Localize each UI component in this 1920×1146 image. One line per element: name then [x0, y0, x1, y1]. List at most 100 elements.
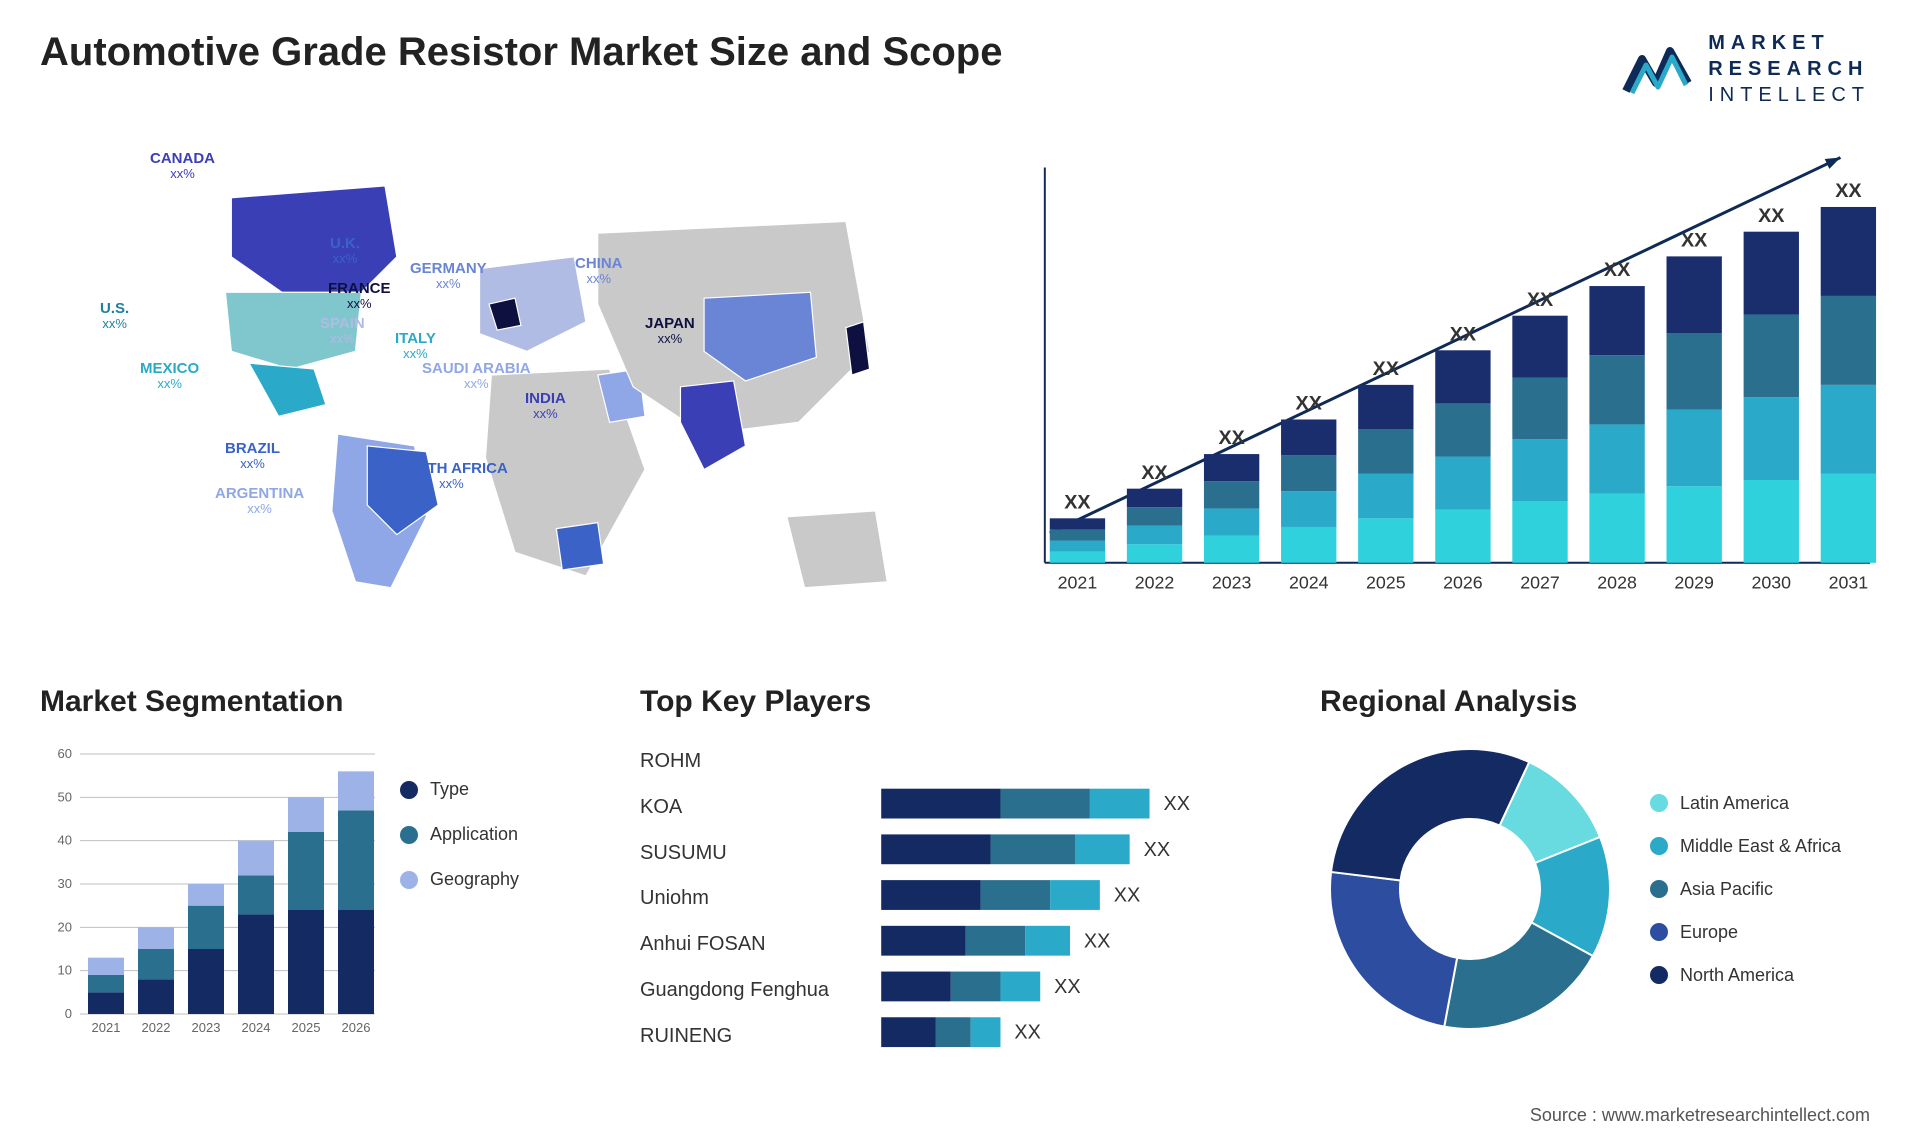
- player-bar-segment: [881, 834, 990, 864]
- growth-bar-segment: [1589, 286, 1644, 355]
- seg-bar-segment: [88, 958, 124, 975]
- svg-text:0: 0: [65, 1006, 72, 1021]
- growth-bar-segment: [1281, 455, 1336, 491]
- growth-year-label: 2023: [1212, 572, 1252, 592]
- legend-swatch: [1650, 966, 1668, 984]
- growth-year-label: 2026: [1443, 572, 1483, 592]
- growth-bar-segment: [1667, 486, 1722, 563]
- segmentation-bar-chart: 0102030405060202120222023202420252026: [40, 739, 380, 1039]
- growth-year-label: 2030: [1751, 572, 1791, 592]
- seg-bar-segment: [288, 797, 324, 832]
- growth-bar-segment: [1281, 491, 1336, 527]
- map-country-label: ITALYxx%: [395, 330, 436, 362]
- regional-panel: Regional Analysis Latin AmericaMiddle Ea…: [1320, 685, 1880, 1059]
- seg-bar-segment: [188, 906, 224, 949]
- growth-bar-segment: [1204, 508, 1259, 535]
- growth-bar-value: XX: [1758, 205, 1784, 227]
- map-country-label: SPAINxx%: [320, 315, 365, 347]
- map-country-label: CHINAxx%: [575, 255, 623, 287]
- seg-year-label: 2026: [342, 1020, 371, 1035]
- growth-bar-segment: [1050, 552, 1105, 563]
- player-bar-segment: [881, 972, 951, 1002]
- legend-swatch: [1650, 923, 1668, 941]
- seg-bar-segment: [288, 832, 324, 910]
- player-name: Uniohm: [640, 887, 870, 910]
- growth-bar-segment: [1821, 296, 1876, 385]
- player-bar-value: XX: [1054, 976, 1081, 998]
- growth-bar-segment: [1435, 510, 1490, 563]
- growth-bar-segment: [1512, 316, 1567, 378]
- legend-item: Middle East & Africa: [1650, 836, 1841, 857]
- growth-bar-segment: [1127, 507, 1182, 526]
- growth-bar-segment: [1512, 377, 1567, 439]
- growth-bar-segment: [1358, 474, 1413, 518]
- seg-year-label: 2022: [142, 1020, 171, 1035]
- growth-year-label: 2027: [1520, 572, 1560, 592]
- growth-bar-segment: [1281, 527, 1336, 563]
- seg-bar-segment: [338, 910, 374, 1014]
- brand-logo: MARKET RESEARCH INTELLECT: [1622, 30, 1870, 108]
- growth-bar-segment: [1204, 536, 1259, 563]
- player-name: SUSUMU: [640, 842, 870, 865]
- map-country-label: JAPANxx%: [645, 315, 695, 347]
- svg-text:30: 30: [58, 876, 72, 891]
- growth-bar-segment: [1127, 526, 1182, 545]
- growth-year-label: 2025: [1366, 572, 1406, 592]
- segmentation-legend: Type Application Geography: [400, 739, 519, 1039]
- growth-chart-panel: XX2021XX2022XX2023XX2024XX2025XX2026XX20…: [1030, 115, 1880, 635]
- legend-item: Europe: [1650, 922, 1841, 943]
- player-bar-segment: [1000, 789, 1089, 819]
- svg-text:40: 40: [58, 833, 72, 848]
- map-country-label: MEXICOxx%: [140, 360, 199, 392]
- growth-bar-segment: [1744, 232, 1799, 315]
- growth-bar-value: XX: [1064, 491, 1090, 513]
- seg-year-label: 2021: [92, 1020, 121, 1035]
- growth-bar-segment: [1281, 419, 1336, 455]
- seg-bar-segment: [138, 949, 174, 979]
- growth-bar-segment: [1821, 385, 1876, 474]
- growth-stacked-bar-chart: XX2021XX2022XX2023XX2024XX2025XX2026XX20…: [1030, 115, 1880, 635]
- growth-bar-segment: [1435, 457, 1490, 510]
- legend-swatch: [400, 871, 418, 889]
- segmentation-panel: Market Segmentation 01020304050602021202…: [40, 685, 600, 1059]
- seg-bar-segment: [238, 914, 274, 1014]
- map-region: [249, 363, 326, 416]
- map-country-label: U.S.xx%: [100, 300, 129, 332]
- player-name: Anhui FOSAN: [640, 933, 870, 956]
- growth-bar-segment: [1204, 481, 1259, 508]
- seg-bar-segment: [138, 979, 174, 1014]
- growth-year-label: 2022: [1135, 572, 1175, 592]
- legend-item: Type: [400, 779, 519, 800]
- legend-label: Asia Pacific: [1680, 879, 1773, 900]
- growth-bar-segment: [1358, 518, 1413, 562]
- player-bar-segment: [1075, 834, 1130, 864]
- map-country-label: U.K.xx%: [330, 235, 360, 267]
- player-bar-segment: [881, 880, 980, 910]
- growth-bar-value: XX: [1141, 462, 1167, 484]
- seg-bar-segment: [338, 810, 374, 910]
- legend-label: Geography: [430, 869, 519, 890]
- growth-bar-segment: [1744, 397, 1799, 480]
- growth-bar-value: XX: [1604, 259, 1630, 281]
- legend-swatch: [1650, 880, 1668, 898]
- seg-bar-segment: [88, 992, 124, 1014]
- player-name: RUINENG: [640, 1025, 870, 1048]
- growth-bar-segment: [1589, 355, 1644, 424]
- growth-bar-segment: [1050, 529, 1105, 540]
- growth-bar-segment: [1127, 489, 1182, 508]
- players-name-list: ROHMKOASUSUMUUniohmAnhui FOSANGuangdong …: [640, 739, 870, 1059]
- legend-item: Application: [400, 824, 519, 845]
- seg-year-label: 2023: [192, 1020, 221, 1035]
- growth-year-label: 2021: [1058, 572, 1098, 592]
- seg-year-label: 2024: [242, 1020, 271, 1035]
- growth-bar-value: XX: [1218, 427, 1244, 449]
- seg-bar-segment: [238, 841, 274, 876]
- svg-text:60: 60: [58, 746, 72, 761]
- legend-label: Latin America: [1680, 793, 1789, 814]
- growth-year-label: 2029: [1674, 572, 1714, 592]
- page-title: Automotive Grade Resistor Market Size an…: [40, 30, 1880, 75]
- growth-bar-segment: [1435, 403, 1490, 456]
- map-region: [680, 381, 745, 470]
- map-region: [787, 511, 887, 588]
- legend-label: Type: [430, 779, 469, 800]
